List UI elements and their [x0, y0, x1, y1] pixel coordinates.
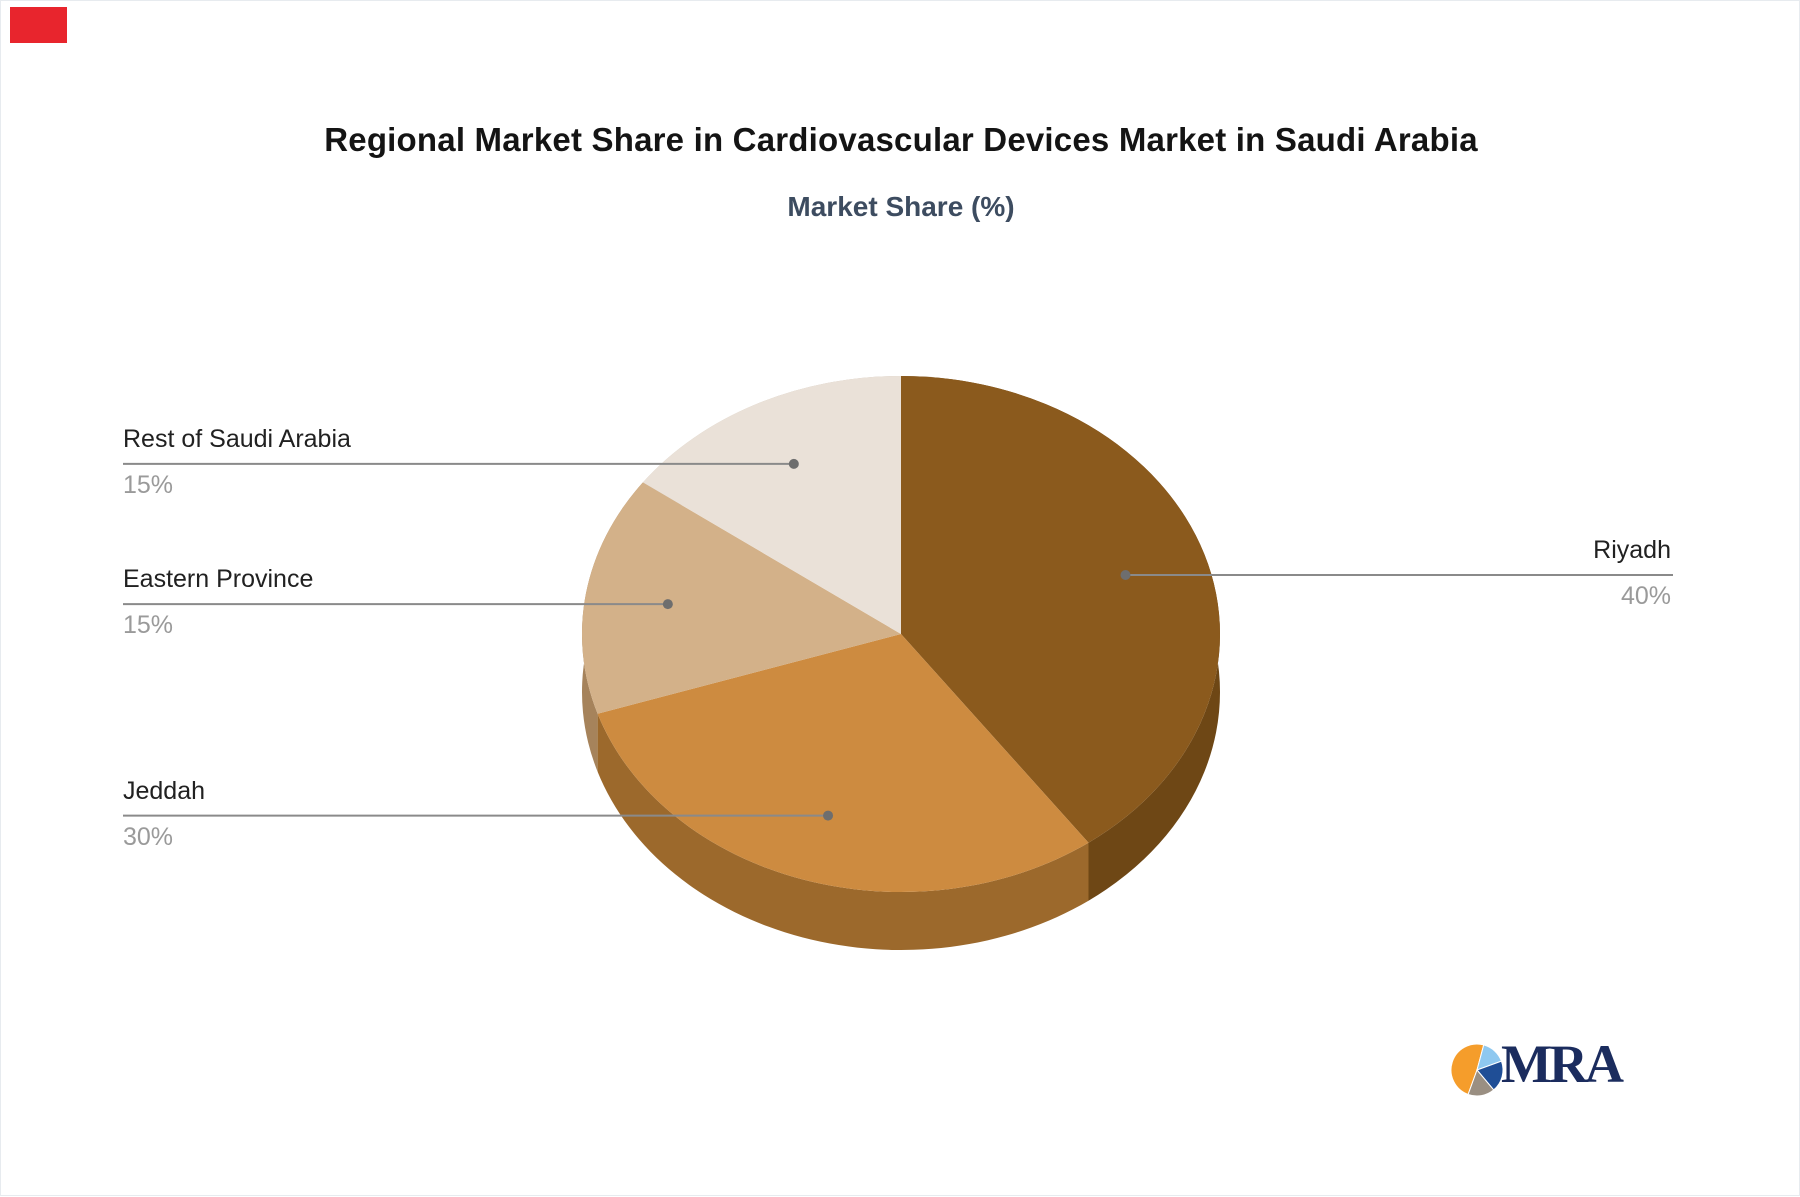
chart-subtitle: Market Share (%) [787, 191, 1015, 222]
logo-pie-slice-gray [1467, 1069, 1495, 1097]
slice-label-eastern-province: Eastern Province [123, 565, 314, 594]
slice-percent-rest-of-saudi-arabia: 15% [123, 470, 174, 499]
logo-pie-icon [1450, 1043, 1504, 1097]
slice-label-riyadh: Riyadh [1593, 536, 1671, 564]
pie-slice-rest-of-saudi-arabia[interactable] [642, 376, 901, 634]
slice-percent-jeddah: 30% [123, 822, 174, 851]
logo-pie-slice-orange [1450, 1043, 1485, 1096]
leader-dot-rest-of-saudi-arabia [788, 458, 799, 469]
leader-dot-jeddah [823, 810, 834, 821]
leader-dot-riyadh [1120, 570, 1131, 581]
red-marker [10, 7, 67, 43]
chart-title: Regional Market Share in Cardiovascular … [324, 121, 1478, 158]
pie-slice-jeddah[interactable] [597, 634, 1089, 892]
leader-dot-eastern-province [662, 599, 673, 610]
pie-slice-side-jeddah [597, 713, 1089, 950]
slice-percent-eastern-province: 15% [123, 611, 174, 640]
pie-slice-riyadh[interactable] [901, 376, 1220, 843]
logo-text: MRA [1501, 1034, 1624, 1094]
slice-label-rest-of-saudi-arabia: Rest of Saudi Arabia [123, 424, 351, 453]
slice-label-jeddah: Jeddah [123, 776, 206, 805]
pie-slice-eastern-province[interactable] [582, 482, 901, 714]
logo: MRA [1449, 1034, 1659, 1101]
slice-percent-riyadh: 40% [1620, 582, 1671, 610]
